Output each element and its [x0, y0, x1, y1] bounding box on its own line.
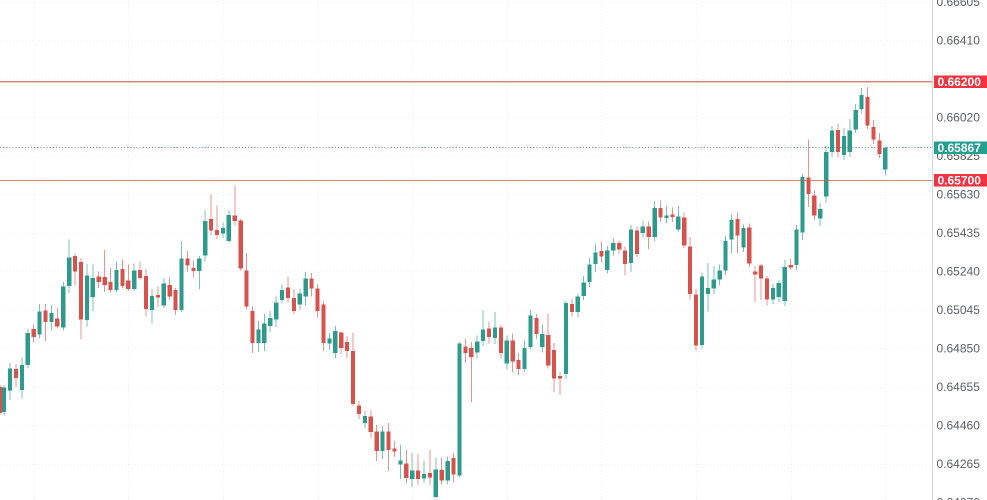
- svg-text:0.64265: 0.64265: [937, 457, 981, 471]
- svg-text:0.65045: 0.65045: [937, 303, 981, 317]
- svg-text:0.66410: 0.66410: [937, 34, 981, 48]
- svg-text:0.65867: 0.65867: [938, 141, 982, 155]
- svg-text:0.65435: 0.65435: [937, 226, 981, 240]
- svg-text:0.65240: 0.65240: [937, 265, 981, 279]
- svg-text:0.65630: 0.65630: [937, 188, 981, 202]
- svg-text:0.66605: 0.66605: [937, 0, 981, 9]
- svg-text:0.64460: 0.64460: [937, 419, 981, 433]
- svg-text:0.66200: 0.66200: [938, 75, 982, 89]
- svg-text:0.64655: 0.64655: [937, 380, 981, 394]
- svg-text:0.64850: 0.64850: [937, 342, 981, 356]
- svg-text:0.64070: 0.64070: [937, 496, 981, 500]
- svg-text:0.65700: 0.65700: [938, 174, 982, 188]
- svg-text:0.66020: 0.66020: [937, 111, 981, 125]
